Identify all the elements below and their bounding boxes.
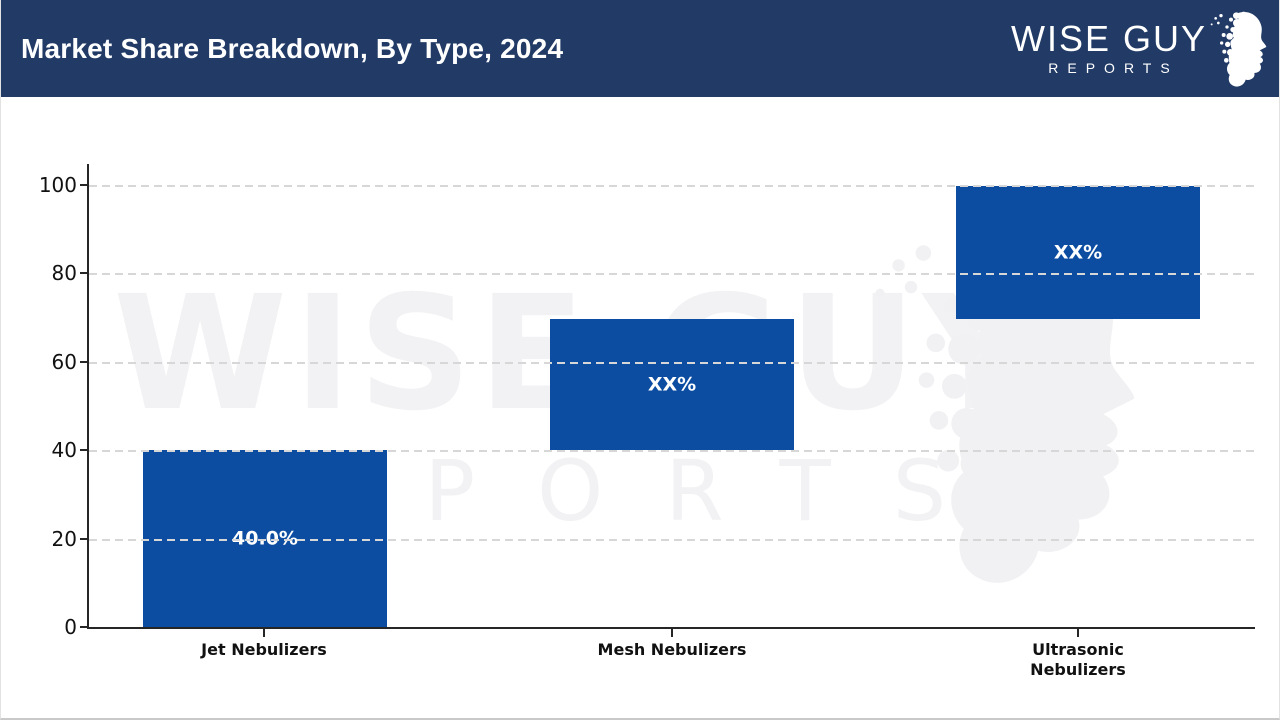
y-tick-label: 0 (64, 615, 77, 639)
bar-value-label: XX% (1053, 240, 1103, 263)
y-tick-label: 80 (51, 261, 77, 285)
x-tick (671, 629, 673, 637)
x-tick-label-jet: Jet Nebulizers (201, 640, 327, 659)
y-tick-label: 60 (51, 350, 77, 374)
x-axis-line (87, 627, 1255, 629)
y-tick (80, 361, 88, 363)
bar-ultrasonic-nebulizers: XX% (956, 186, 1200, 319)
wiseguy-face-icon (1210, 11, 1267, 87)
y-tick (80, 449, 88, 451)
bar-mesh-nebulizers: XX% (550, 319, 794, 450)
y-axis-line (87, 164, 89, 629)
header: Market Share Breakdown, By Type, 2024 WI… (1, 0, 1279, 97)
x-tick (1077, 629, 1079, 637)
logo-text: WISE GUY REPORTS (1010, 18, 1207, 77)
y-tick-label: 40 (51, 438, 77, 462)
gridline-60 (89, 362, 1255, 364)
y-tick (80, 626, 88, 628)
y-tick (80, 184, 88, 186)
x-tick-label-ultrasonic: Ultrasonic Nebulizers (1030, 640, 1126, 679)
bar-value-label: XX% (647, 372, 697, 395)
bar-value-label: 40.0% (232, 527, 298, 550)
x-tick (263, 629, 265, 637)
y-tick-label: 20 (51, 527, 77, 551)
x-tick-label-mesh: Mesh Nebulizers (597, 640, 747, 659)
logo-subtitle: REPORTS (1048, 60, 1179, 76)
y-tick (80, 272, 88, 274)
wiseguy-logo: WISE GUY REPORTS (1011, 9, 1269, 89)
gridline-100 (89, 185, 1255, 187)
gridline-40 (89, 450, 1255, 452)
y-tick-label: 100 (38, 173, 77, 197)
gridline-80 (89, 273, 1255, 275)
page-title: Market Share Breakdown, By Type, 2024 (21, 32, 564, 64)
logo-wordmark: WISE GUY (1010, 18, 1207, 59)
y-tick (80, 538, 88, 540)
gridline-20 (89, 539, 1255, 541)
